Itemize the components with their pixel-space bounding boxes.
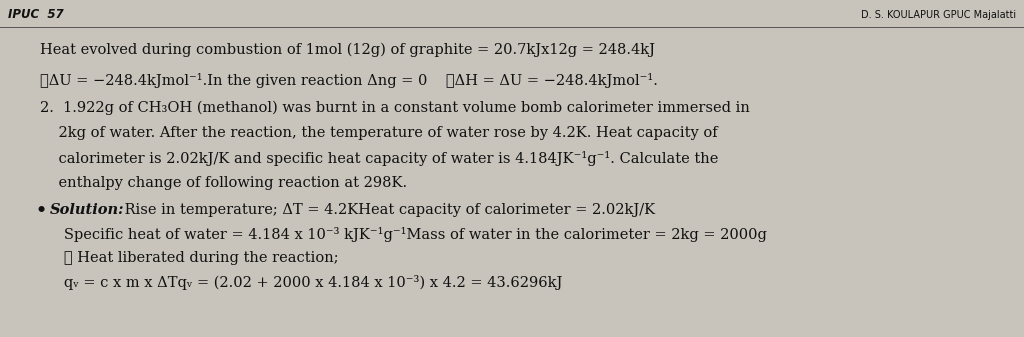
Text: 2kg of water. After the reaction, the temperature of water rose by 4.2K. Heat ca: 2kg of water. After the reaction, the te…: [40, 126, 718, 140]
Text: calorimeter is 2.02kJ/K and specific heat capacity of water is 4.184JK⁻¹g⁻¹. Cal: calorimeter is 2.02kJ/K and specific hea…: [40, 151, 719, 165]
Text: qᵥ = c x m x ΔTqᵥ = (2.02 + 2000 x 4.184 x 10⁻³) x 4.2 = 43.6296kJ: qᵥ = c x m x ΔTqᵥ = (2.02 + 2000 x 4.184…: [50, 276, 562, 290]
Text: D. S. KOULAPUR GPUC Majalatti: D. S. KOULAPUR GPUC Majalatti: [861, 10, 1016, 20]
Text: Rise in temperature; ΔT = 4.2KHeat capacity of calorimeter = 2.02kJ/K: Rise in temperature; ΔT = 4.2KHeat capac…: [120, 203, 655, 217]
Text: enthalpy change of following reaction at 298K.: enthalpy change of following reaction at…: [40, 176, 408, 190]
Text: ∴ΔU = −248.4kJmol⁻¹.In the given reaction Δng = 0    ∴ΔH = ΔU = −248.4kJmol⁻¹.: ∴ΔU = −248.4kJmol⁻¹.In the given reactio…: [40, 72, 657, 88]
Text: Specific heat of water = 4.184 x 10⁻³ kJK⁻¹g⁻¹Mass of water in the calorimeter =: Specific heat of water = 4.184 x 10⁻³ kJ…: [50, 226, 767, 242]
Text: IPUC  57: IPUC 57: [8, 8, 63, 22]
Text: Heat evolved during combustion of 1mol (12g) of graphite = 20.7kJx12g = 248.4kJ: Heat evolved during combustion of 1mol (…: [40, 43, 655, 57]
Text: •: •: [35, 202, 46, 218]
Text: 2.  1.922g of CH₃OH (methanol) was burnt in a constant volume bomb calorimeter i: 2. 1.922g of CH₃OH (methanol) was burnt …: [40, 101, 750, 115]
Text: Solution:: Solution:: [50, 203, 125, 217]
Text: ∴ Heat liberated during the reaction;: ∴ Heat liberated during the reaction;: [50, 251, 339, 265]
